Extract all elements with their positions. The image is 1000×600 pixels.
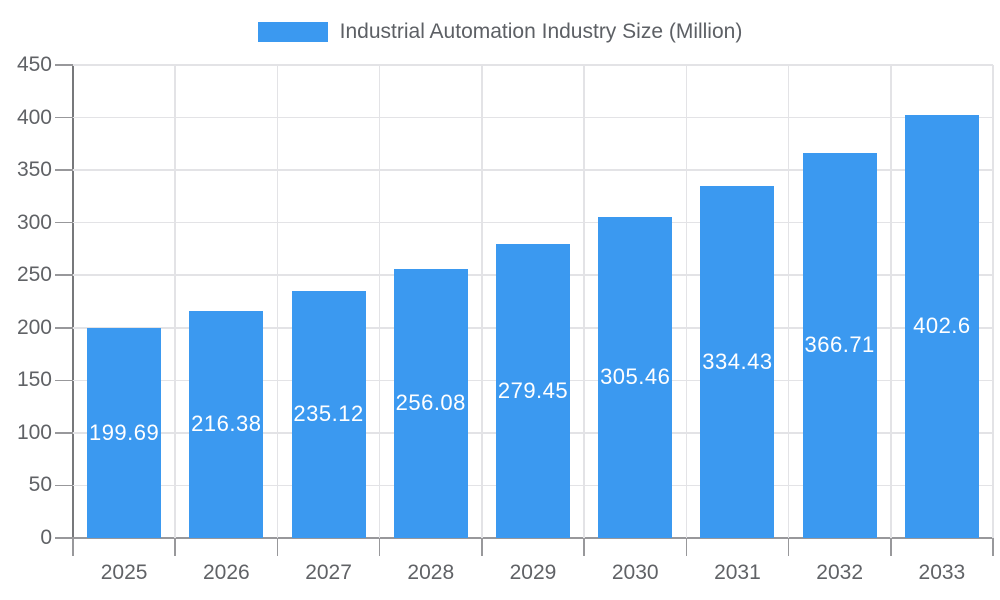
- y-axis-tick: [55, 274, 73, 276]
- bar-value-label: 334.43: [702, 349, 773, 375]
- gridline-vertical: [481, 65, 483, 538]
- bar[interactable]: 216.38: [189, 310, 264, 538]
- y-axis-tick: [55, 116, 73, 119]
- bar-value-label: 402.6: [913, 313, 971, 339]
- x-tick-label: 2031: [714, 561, 761, 584]
- legend-label: Industrial Automation Industry Size (Mil…: [339, 20, 743, 43]
- gridline-horizontal: [73, 221, 993, 224]
- y-axis-tick: [55, 379, 73, 382]
- x-axis-tick: [481, 538, 483, 556]
- y-tick-label: 50: [28, 473, 52, 497]
- x-tick-label: 2029: [509, 561, 557, 584]
- y-tick-label: 200: [16, 315, 52, 339]
- bar-value-label: 235.12: [293, 401, 364, 427]
- y-axis-tick: [55, 537, 73, 539]
- y-tick-label: 300: [16, 210, 52, 234]
- y-tick-label: 450: [16, 53, 52, 76]
- x-tick-label: 2028: [407, 561, 455, 584]
- y-axis-tick: [55, 169, 73, 171]
- bar[interactable]: 279.45: [496, 244, 570, 538]
- x-axis-tick: [276, 538, 279, 556]
- gridline-vertical: [174, 65, 176, 538]
- x-axis-tick: [992, 538, 994, 556]
- x-tick-label: 2033: [918, 561, 966, 584]
- bar[interactable]: 199.69: [87, 328, 162, 538]
- bar-value-label: 216.38: [191, 411, 262, 437]
- y-axis-tick: [55, 432, 73, 434]
- gridline-horizontal: [73, 169, 993, 171]
- bar-value-label: 366.71: [804, 332, 875, 358]
- gridline-vertical: [378, 65, 381, 538]
- bar[interactable]: 235.12: [291, 290, 366, 538]
- y-tick-label: 100: [16, 420, 52, 444]
- x-axis-tick: [378, 538, 381, 556]
- gridline-vertical: [992, 65, 994, 538]
- gridline-horizontal: [73, 116, 993, 119]
- y-axis-tick: [55, 221, 73, 224]
- bar-value-label: 305.46: [600, 364, 671, 390]
- x-tick-label: 2032: [816, 561, 864, 584]
- y-tick-label: 350: [16, 158, 52, 182]
- gridline-vertical: [685, 65, 688, 538]
- legend-swatch: [257, 22, 328, 42]
- x-axis-tick: [72, 538, 74, 556]
- bar-value-label: 199.69: [88, 420, 160, 446]
- bar[interactable]: 334.43: [700, 186, 775, 538]
- gridline-vertical: [276, 65, 279, 538]
- y-tick-label: 150: [16, 368, 52, 392]
- y-axis-tick: [55, 484, 73, 487]
- bar[interactable]: 305.46: [598, 216, 673, 538]
- y-tick-label: 250: [16, 263, 52, 287]
- x-axis-tick: [685, 538, 688, 556]
- y-tick-label: 0: [40, 526, 52, 549]
- x-tick-label: 2027: [305, 561, 352, 584]
- y-axis-line: [72, 65, 74, 538]
- legend[interactable]: Industrial Automation Industry Size (Mil…: [0, 20, 1000, 44]
- x-tick-label: 2025: [100, 561, 148, 584]
- x-tick-label: 2030: [611, 561, 659, 584]
- bar[interactable]: 366.71: [802, 152, 877, 538]
- x-axis-tick: [890, 538, 892, 556]
- bar[interactable]: 402.6: [904, 114, 979, 538]
- gridline-vertical: [787, 65, 790, 538]
- x-tick-label: 2026: [202, 561, 250, 584]
- y-axis-tick: [55, 64, 73, 66]
- gridline-vertical: [583, 65, 585, 538]
- bar-value-label: 279.45: [497, 378, 569, 404]
- x-axis-tick: [787, 538, 790, 556]
- plot-area: 199.69 216.38 235.12 256.08 279.45 305.46 334.…: [73, 64, 994, 538]
- y-axis-tick: [55, 327, 73, 329]
- bar[interactable]: 256.08: [393, 268, 468, 538]
- gridline-horizontal: [73, 64, 993, 66]
- y-tick-label: 400: [16, 105, 52, 129]
- x-axis-tick: [174, 538, 176, 556]
- x-axis-tick: [583, 538, 585, 556]
- gridline-vertical: [890, 65, 892, 538]
- bar-value-label: 256.08: [395, 390, 466, 416]
